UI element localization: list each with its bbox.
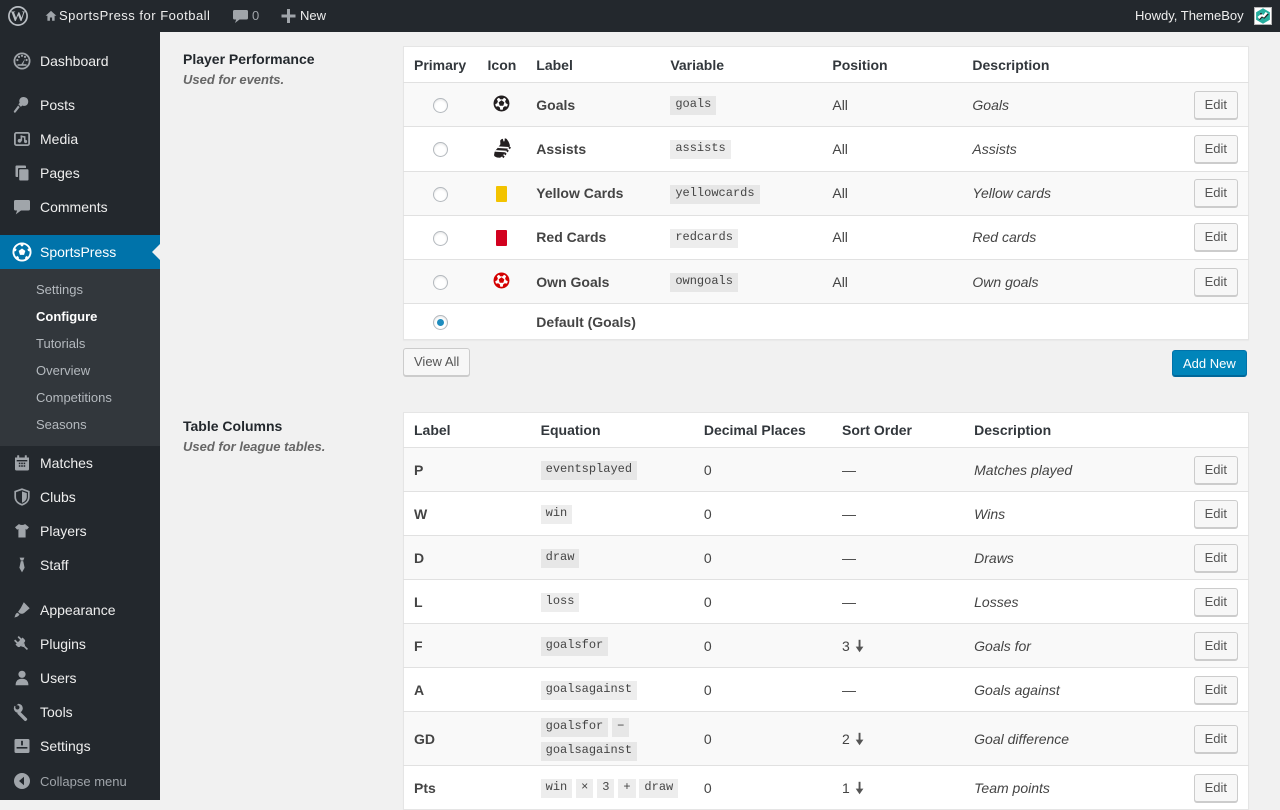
- svg-text:W: W: [11, 9, 26, 25]
